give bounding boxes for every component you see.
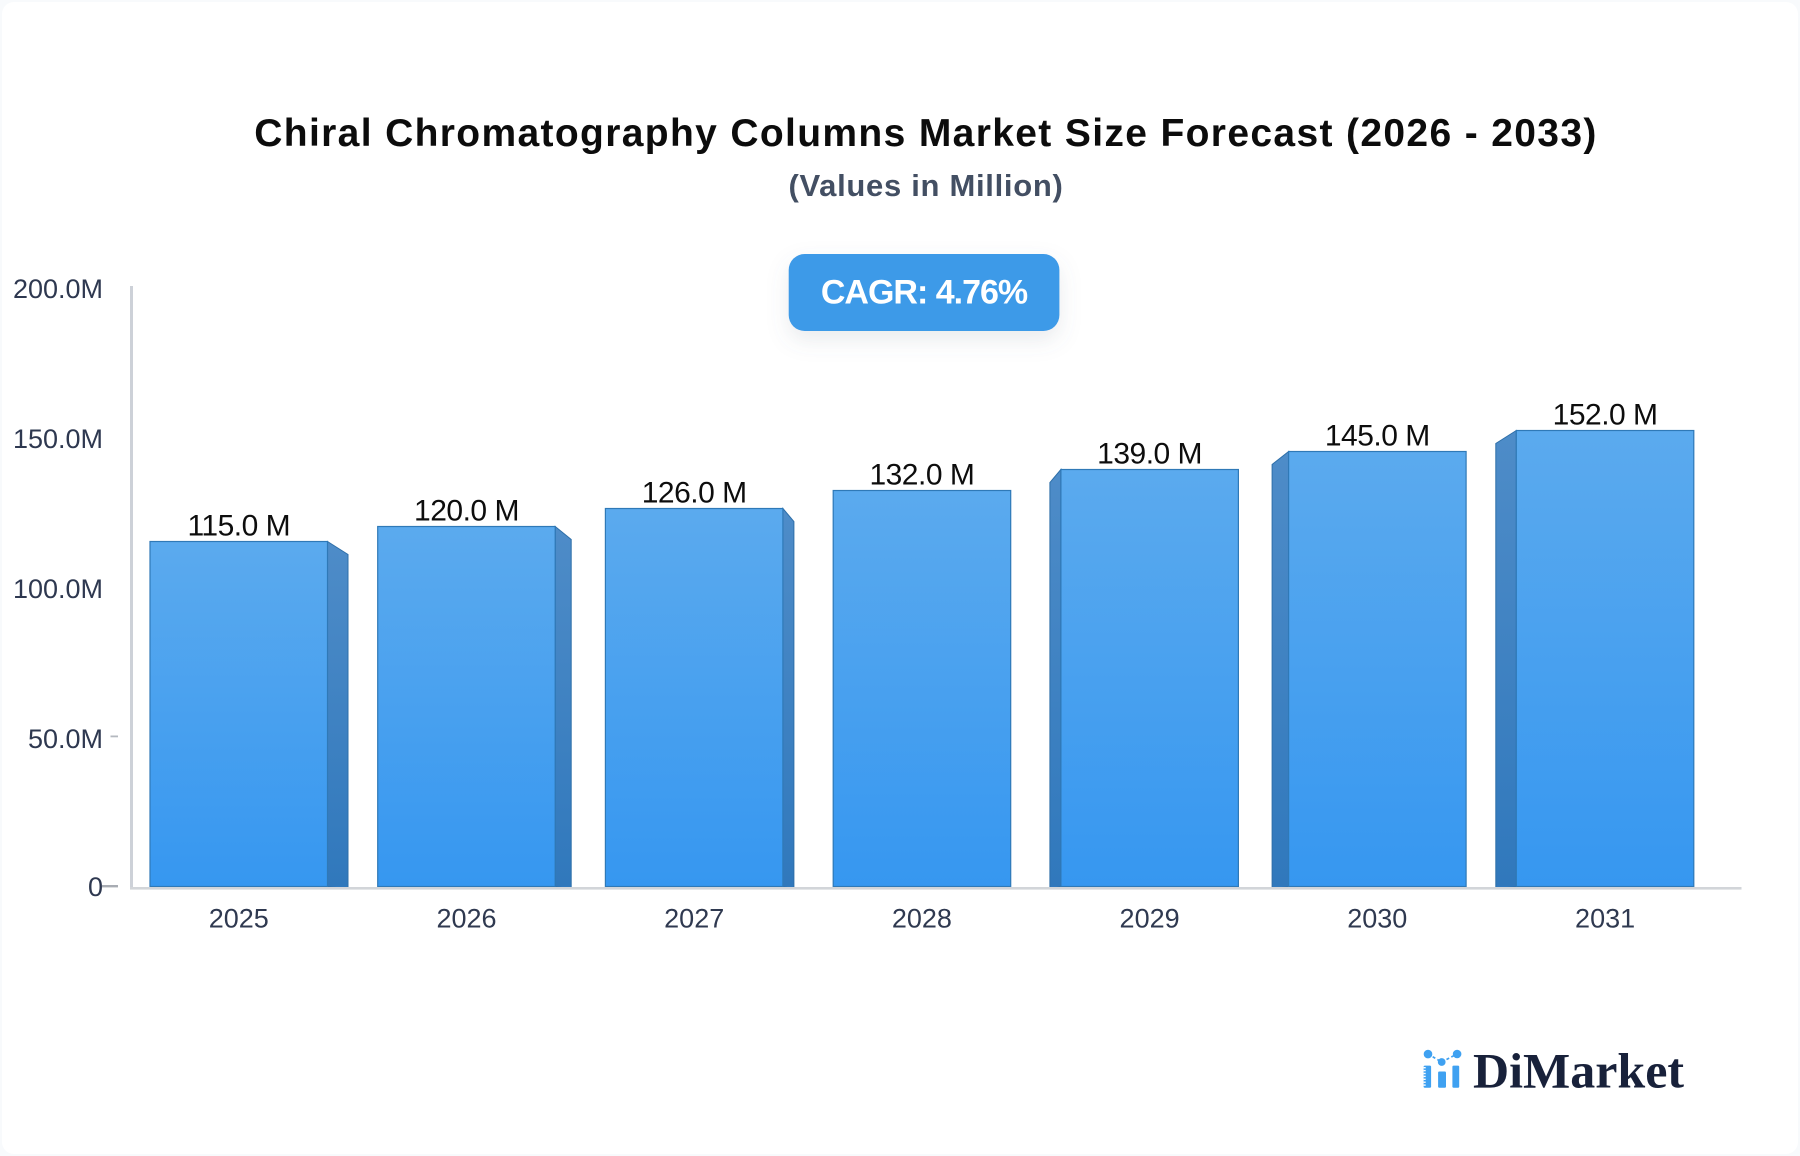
svg-text:2027: 2027 (664, 904, 724, 934)
svg-text:DiMarket: DiMarket (1473, 1043, 1684, 1099)
svg-text:2031: 2031 (1575, 904, 1635, 934)
svg-text:150.0M: 150.0M (13, 424, 103, 454)
svg-text:CAGR: 4.76%: CAGR: 4.76% (821, 274, 1028, 312)
svg-text:2029: 2029 (1120, 904, 1180, 934)
svg-text:2025: 2025 (209, 904, 269, 934)
svg-text:50.0M: 50.0M (28, 724, 103, 754)
svg-text:(Values in Million): (Values in Million) (788, 168, 1063, 203)
svg-text:139.0 M: 139.0 M (1097, 438, 1202, 471)
svg-text:Chiral Chromatography Columns: Chiral Chromatography Columns Market Siz… (254, 112, 1597, 155)
svg-text:0: 0 (88, 872, 103, 902)
svg-text:2030: 2030 (1347, 904, 1407, 934)
svg-text:152.0 M: 152.0 M (1553, 399, 1658, 432)
svg-text:126.0 M: 126.0 M (642, 477, 747, 510)
svg-text:115.0 M: 115.0 M (187, 510, 290, 543)
svg-text:132.0 M: 132.0 M (869, 459, 974, 492)
svg-text:100.0M: 100.0M (13, 574, 103, 604)
svg-text:2026: 2026 (436, 904, 496, 934)
svg-text:200.0M: 200.0M (13, 274, 103, 304)
svg-text:145.0 M: 145.0 M (1325, 420, 1430, 453)
svg-text:2028: 2028 (892, 904, 952, 934)
svg-text:120.0 M: 120.0 M (414, 495, 519, 528)
